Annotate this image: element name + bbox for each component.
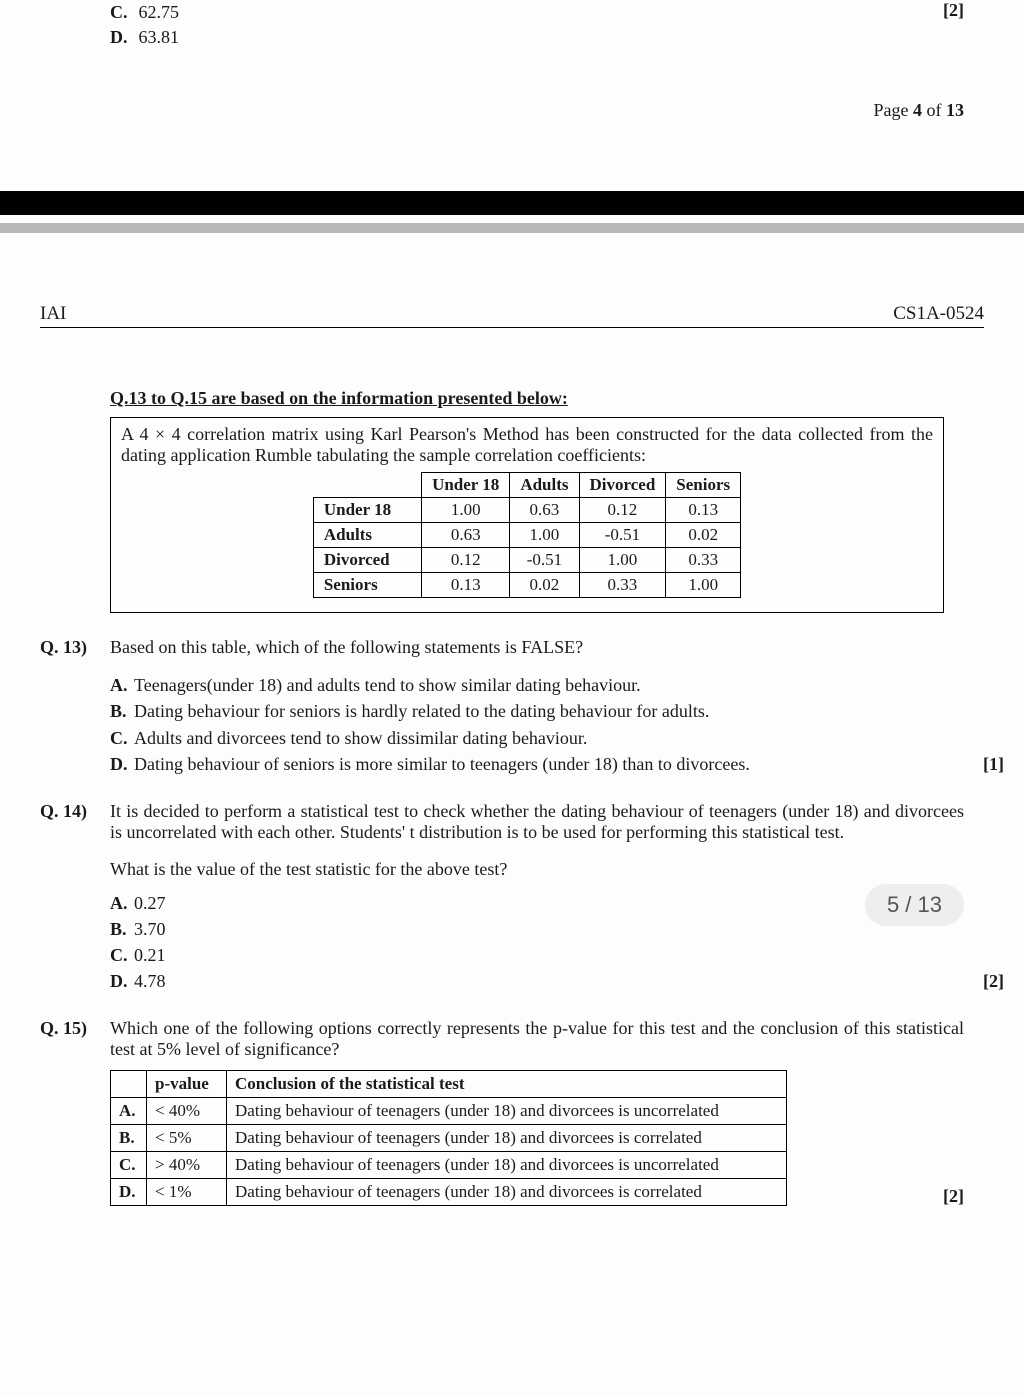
table-row: Adults 0.63 1.00 -0.51 0.02 — [313, 523, 740, 548]
q13-option-b: B.Dating behaviour for seniors is hardly… — [110, 698, 1004, 724]
table-row: A. < 40% Dating behaviour of teenagers (… — [111, 1098, 787, 1125]
option-c-value: 62.75 — [139, 2, 180, 22]
question-14: Q. 14) It is decided to perform a statis… — [40, 801, 964, 880]
col-header: Under 18 — [422, 473, 510, 498]
col-header: Adults — [510, 473, 579, 498]
info-box: A 4 × 4 correlation matrix using Karl Pe… — [110, 417, 944, 613]
q14-text-1: It is decided to perform a statistical t… — [110, 801, 964, 843]
page-indicator-pill: 5 / 13 — [865, 884, 964, 926]
q13-number: Q. 13) — [40, 637, 110, 658]
q14-marks: [2] — [983, 968, 1004, 994]
question-13: Q. 13) Based on this table, which of the… — [40, 637, 964, 658]
q13-marks: [1] — [983, 751, 1004, 777]
q15-text: Which one of the following options corre… — [110, 1018, 964, 1060]
question-15: Q. 15) Which one of the following option… — [40, 1018, 964, 1060]
q15-marks: [2] — [943, 1186, 964, 1207]
table-row: Under 18 1.00 0.63 0.12 0.13 — [313, 498, 740, 523]
prev-question-options: [2] C. 62.75 D. 63.81 — [20, 0, 1004, 50]
page-header: IAI CS1A-0524 — [40, 303, 984, 328]
page-divider-gray — [0, 223, 1024, 233]
col-header: Divorced — [579, 473, 666, 498]
page-divider-black — [0, 191, 1024, 215]
q14-number: Q. 14) — [40, 801, 110, 880]
section-title: Q.13 to Q.15 are based on the informatio… — [110, 388, 1004, 409]
header-left: IAI — [40, 303, 66, 325]
q15-header-conclusion: Conclusion of the statistical test — [227, 1071, 787, 1098]
q14-option-d: [2] D.4.78 — [110, 968, 1004, 994]
q14-option-b: B.3.70 — [110, 916, 1004, 942]
table-row: D. < 1% Dating behaviour of teenagers (u… — [111, 1179, 787, 1206]
table-row: Divorced 0.12 -0.51 1.00 0.33 — [313, 548, 740, 573]
q13-text: Based on this table, which of the follow… — [110, 637, 964, 658]
q13-option-a: A.Teenagers(under 18) and adults tend to… — [110, 672, 1004, 698]
col-header: Seniors — [666, 473, 741, 498]
table-row: B. < 5% Dating behaviour of teenagers (u… — [111, 1125, 787, 1152]
q15-header-pvalue: p-value — [147, 1071, 227, 1098]
option-d-value: 63.81 — [139, 27, 180, 47]
page-number: Page 4 of 13 — [20, 100, 964, 121]
q15-conclusion-table: p-value Conclusion of the statistical te… — [110, 1070, 787, 1206]
prev-question-marks: [2] — [943, 0, 964, 21]
option-c-label: C. — [110, 0, 134, 25]
info-text: A 4 × 4 correlation matrix using Karl Pe… — [121, 424, 933, 466]
option-d: D. 63.81 — [110, 25, 1004, 50]
table-row: C. > 40% Dating behaviour of teenagers (… — [111, 1152, 787, 1179]
q13-option-d: [1] D.Dating behaviour of seniors is mor… — [110, 751, 1004, 777]
header-right: CS1A-0524 — [893, 303, 984, 325]
q13-options: A.Teenagers(under 18) and adults tend to… — [110, 672, 1004, 776]
q14-text-2: What is the value of the test statistic … — [110, 859, 964, 880]
option-c: C. 62.75 — [110, 0, 1004, 25]
q15-number: Q. 15) — [40, 1018, 110, 1060]
table-row: Seniors 0.13 0.02 0.33 1.00 — [313, 573, 740, 598]
q13-option-c: C.Adults and divorcees tend to show diss… — [110, 725, 1004, 751]
correlation-table: Under 18 Adults Divorced Seniors Under 1… — [313, 472, 741, 598]
q14-option-c: C.0.21 — [110, 942, 1004, 968]
option-d-label: D. — [110, 25, 134, 50]
